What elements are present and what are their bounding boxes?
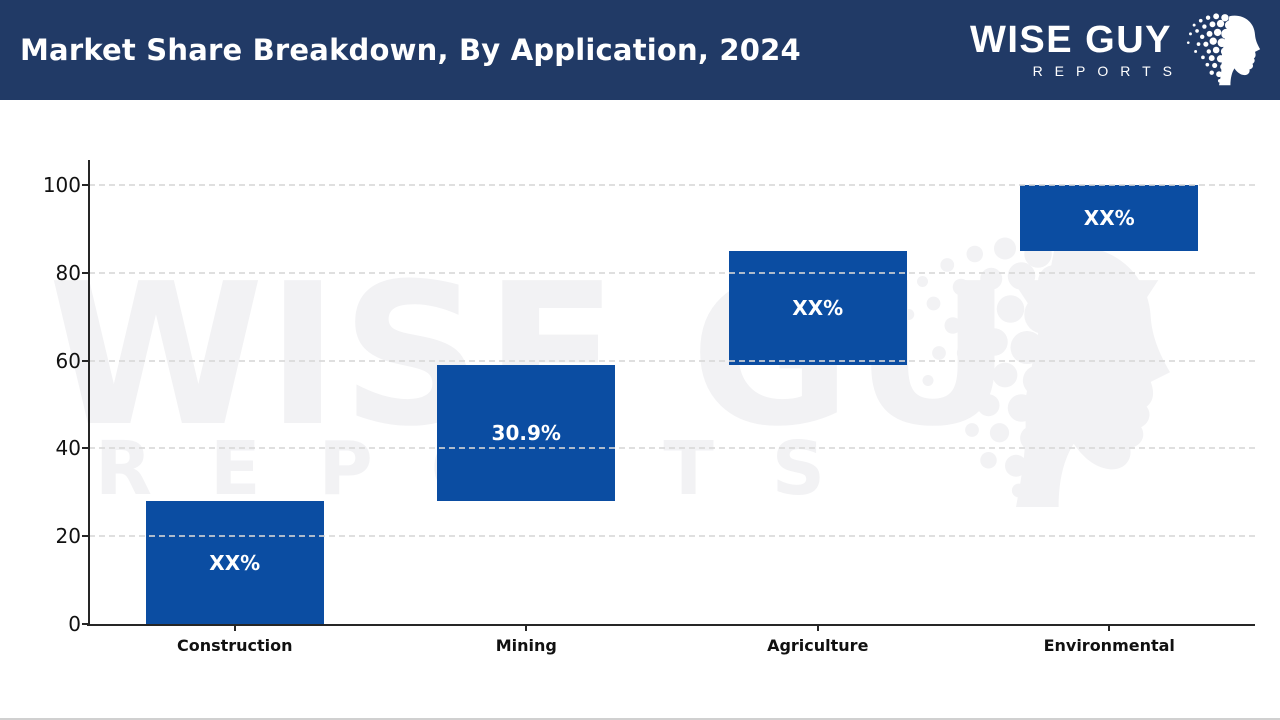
x-tick-mark-mining <box>525 624 528 631</box>
bar-value-label-environmental: XX% <box>1083 206 1135 231</box>
x-tick-mark-construction <box>233 624 236 631</box>
y-tick-mark-80 <box>82 271 89 274</box>
y-tick-label-100: 100 <box>42 173 81 197</box>
gridline-60 <box>89 359 1255 362</box>
y-axis-line <box>88 160 90 626</box>
wiseguy-face-icon <box>1186 13 1261 86</box>
plot-area: WISE GUY REPORTS XX%30.9%XX%XX% 02040608… <box>0 100 1280 718</box>
y-tick-mark-60 <box>82 359 89 362</box>
bar-value-label-agriculture: XX% <box>792 296 844 321</box>
y-tick-label-20: 20 <box>55 524 81 549</box>
x-tick-label-environmental: Environmental <box>1043 636 1175 655</box>
header-bar: Market Share Breakdown, By Application, … <box>0 0 1280 100</box>
bar-construction <box>145 501 324 624</box>
gridline-100 <box>89 184 1255 186</box>
x-tick-label-construction: Construction <box>176 636 293 655</box>
y-tick-label-0: 0 <box>68 612 81 636</box>
y-tick-label-80: 80 <box>55 260 81 285</box>
gridline-80 <box>89 271 1255 274</box>
y-tick-label-40: 40 <box>55 436 81 461</box>
y-tick-mark-0 <box>82 623 89 625</box>
wiseguy-logo: WISE GUY REPORTS <box>970 9 1266 91</box>
x-tick-mark-agriculture <box>816 624 819 631</box>
logo-subtext: REPORTS <box>1032 63 1184 79</box>
x-tick-mark-environmental <box>1108 624 1111 631</box>
wiseguy-logo-text: WISE GUY REPORTS <box>970 21 1172 79</box>
gridline-40 <box>89 447 1255 450</box>
bar-mining <box>437 365 616 502</box>
x-tick-label-agriculture: Agriculture <box>767 636 869 655</box>
logo-wordmark: WISE GUY <box>969 19 1172 61</box>
y-tick-mark-20 <box>82 535 89 538</box>
y-tick-label-60: 60 <box>55 348 81 373</box>
y-tick-mark-40 <box>82 447 89 450</box>
x-tick-label-mining: Mining <box>495 636 557 655</box>
bar-value-label-construction: XX% <box>209 550 261 575</box>
bar-agriculture <box>728 251 907 366</box>
x-axis-line <box>87 624 1255 626</box>
y-tick-mark-100 <box>82 184 89 186</box>
bottom-border <box>0 718 1280 720</box>
watermark-face-icon <box>895 237 1170 507</box>
gridline-20 <box>89 535 1255 538</box>
bar-environmental <box>1020 185 1199 252</box>
bar-value-label-mining: 30.9% <box>491 421 561 446</box>
chart-title: Market Share Breakdown, By Application, … <box>20 33 801 67</box>
